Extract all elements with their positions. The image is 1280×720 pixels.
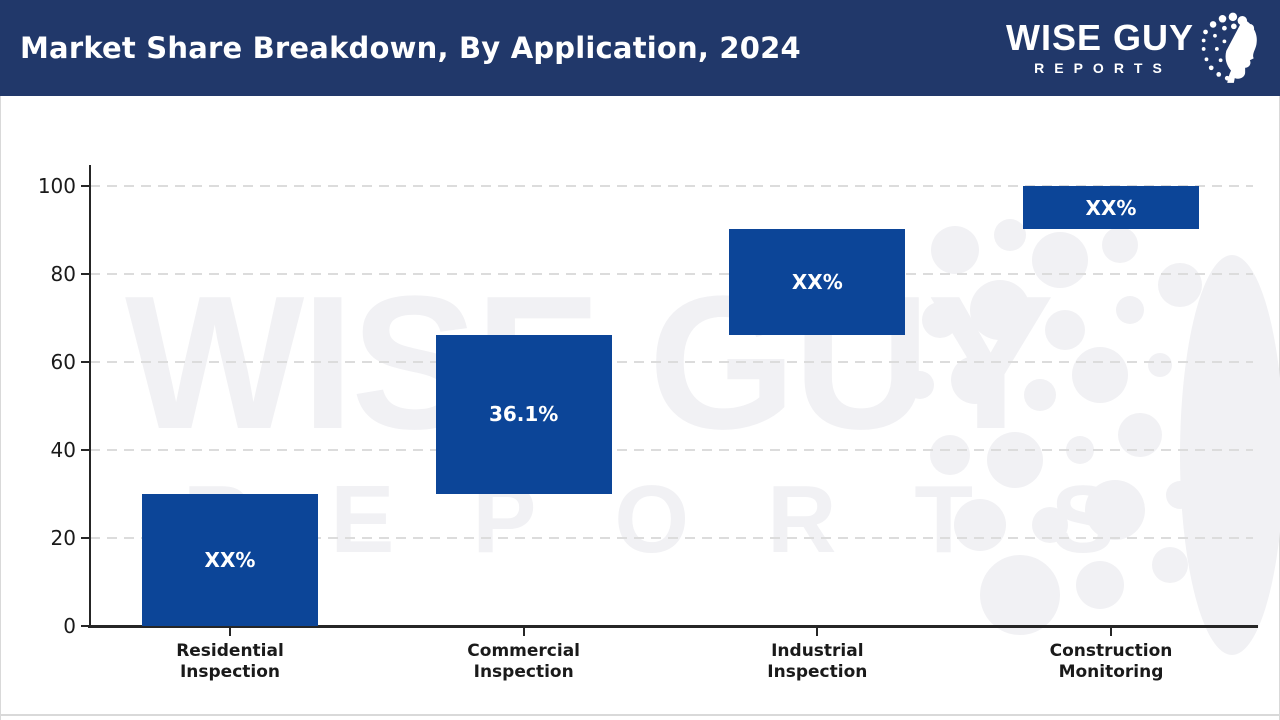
x-category-label-line: Commercial: [467, 641, 580, 661]
x-category-label-line: Monitoring: [1058, 662, 1164, 682]
x-tick-mark: [229, 628, 231, 636]
bar-segment: XX%: [1023, 186, 1199, 230]
brand-logo-text: WISE GUY REPORTS: [1005, 17, 1194, 77]
y-tick-mark-20: [81, 537, 90, 539]
x-tick-mark: [522, 628, 525, 636]
brand-name: WISE GUY: [1005, 17, 1194, 58]
y-axis-line: [89, 165, 91, 627]
y-tick-mark-80: [81, 273, 90, 275]
brand-head-icon: [1201, 12, 1257, 83]
y-tick-label-40: 40: [50, 438, 76, 462]
y-tick-mark-0: [81, 625, 90, 627]
x-category-label: Industrial Inspection: [697, 641, 937, 683]
y-tick-label-80: 80: [50, 262, 76, 286]
brand-subtitle: REPORTS: [1034, 60, 1172, 76]
y-tick-mark-60: [81, 361, 90, 363]
x-tick-mark: [1110, 628, 1112, 636]
bar-value-label: XX%: [204, 547, 256, 572]
bar-value-label: 36.1%: [488, 402, 559, 427]
y-tick-label-60: 60: [50, 350, 76, 374]
x-category-label-line: Inspection: [179, 662, 281, 682]
x-category-label-line: Industrial: [771, 641, 864, 661]
x-tick-mark: [816, 628, 819, 636]
y-tick-label-0: 0: [63, 614, 76, 638]
watermark-head-dots-icon: [906, 219, 1280, 655]
brand-logo: WISE GUY REPORTS: [1006, 12, 1280, 84]
watermark-wordmark: WISE GUY: [125, 257, 1054, 469]
header-bar: Market Share Breakdown, By Application, …: [0, 0, 1280, 96]
bar-segment: XX%: [142, 493, 318, 626]
bar-segment: XX%: [729, 229, 906, 335]
x-axis-line: [88, 625, 1258, 628]
x-category-label: Construction Monitoring: [991, 641, 1231, 683]
x-category-label-line: Construction: [1049, 641, 1173, 661]
y-tick-label-20: 20: [50, 526, 76, 550]
bar-value-label: XX%: [1085, 195, 1137, 220]
y-tick-mark-100: [81, 185, 90, 187]
x-category-label-line: Residential: [176, 641, 284, 661]
y-tick-mark-40: [81, 449, 90, 451]
x-category-label: Commercial Inspection: [404, 641, 644, 683]
y-tick-label-100: 100: [37, 174, 76, 198]
gridline-40: [90, 449, 1253, 451]
x-category-label: Residential Inspection: [110, 641, 350, 683]
chart-title: Market Share Breakdown, By Application, …: [20, 31, 801, 65]
watermark-subtitle: REPORTS: [183, 466, 1194, 573]
bar-segment: 36.1%: [435, 334, 612, 494]
gridline-100: [90, 185, 1253, 187]
x-category-label-line: Inspection: [473, 662, 574, 682]
x-category-label-line: Inspection: [767, 662, 868, 682]
gridline-60: [90, 361, 1253, 363]
gridline-80: [90, 273, 1253, 275]
gridline-20: [90, 537, 1253, 539]
bar-value-label: XX%: [791, 269, 843, 294]
footer-divider: [0, 714, 1280, 716]
